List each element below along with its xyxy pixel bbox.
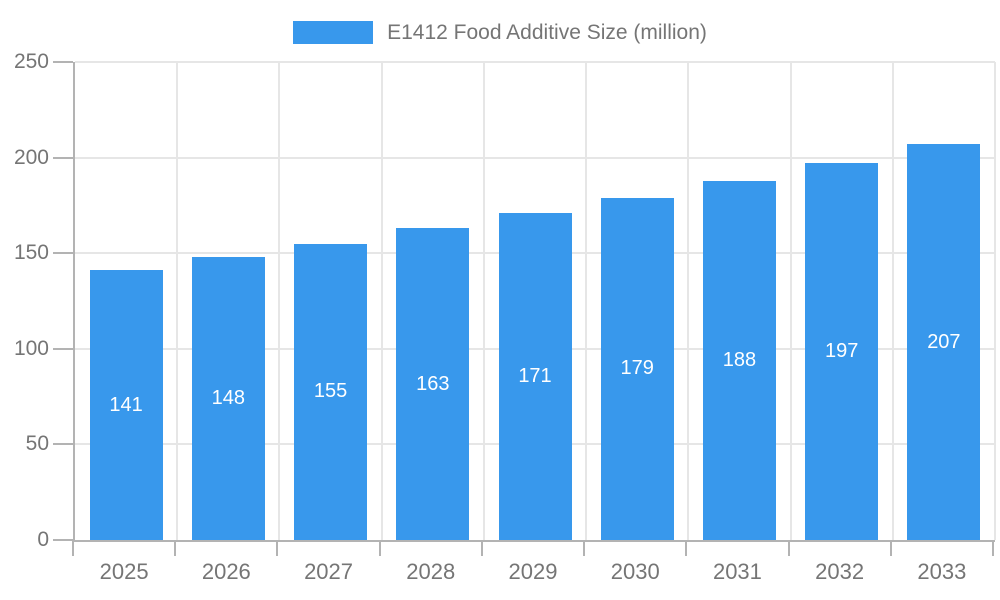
y-axis-tick-label: 100 <box>13 336 49 360</box>
x-axis-tick <box>276 540 279 556</box>
x-axis-tick-label: 2030 <box>610 559 660 584</box>
gridline-horizontal <box>75 61 995 63</box>
y-axis-tick-label: 0 <box>37 528 49 551</box>
legend-swatch-icon <box>293 20 374 44</box>
bar-value-label: 207 <box>927 330 961 353</box>
bar[interactable]: 179 <box>600 197 674 540</box>
bar[interactable]: 171 <box>498 213 572 540</box>
bar-value-label: 197 <box>824 340 859 363</box>
bar-value-label: 179 <box>620 357 654 380</box>
bar[interactable]: 197 <box>805 163 879 540</box>
bar[interactable]: 155 <box>294 243 368 540</box>
x-axis-tick <box>685 540 688 556</box>
x-axis-tick <box>72 540 74 556</box>
y-axis-tick <box>53 347 73 350</box>
gridline-vertical <box>585 62 588 540</box>
x-axis-tick-label: 2025 <box>99 559 149 584</box>
y-axis-tick-label: 200 <box>13 145 49 169</box>
x-axis-tick-label: 2032 <box>815 559 865 584</box>
x-axis-tick-label: 2028 <box>406 559 456 584</box>
x-axis-tick-label: 2027 <box>304 559 354 584</box>
x-axis-tick <box>583 540 586 556</box>
gridline-vertical <box>687 62 690 540</box>
x-axis-tick-label: 2026 <box>201 559 251 584</box>
gridline-horizontal <box>75 156 995 159</box>
x-axis-tick <box>889 540 892 556</box>
bar[interactable]: 163 <box>396 228 470 540</box>
legend-label: E1412 Food Additive Size (million) <box>387 20 707 44</box>
x-axis-tick <box>174 540 177 556</box>
gridline-vertical <box>176 62 179 540</box>
bar[interactable]: 141 <box>89 270 163 540</box>
y-axis-tick <box>53 443 73 446</box>
x-axis-tick <box>992 540 994 556</box>
gridline-vertical <box>994 62 996 540</box>
y-axis-tick <box>53 156 73 159</box>
plot-area: 141 148 155 163 171 179 188 197 207 <box>73 61 996 542</box>
gridline-vertical <box>278 62 281 540</box>
bar[interactable]: 148 <box>191 257 265 540</box>
x-axis-tick-label: 2029 <box>508 559 558 584</box>
x-axis-tick-label: 2033 <box>917 559 967 584</box>
bar-value-label: 148 <box>211 387 246 410</box>
y-axis-tick <box>53 539 73 541</box>
bar-value-label: 155 <box>313 380 348 403</box>
bar-value-label: 188 <box>722 348 757 371</box>
y-axis-tick <box>53 252 73 255</box>
bar-value-label: 141 <box>109 393 143 416</box>
y-axis-tick <box>53 61 73 63</box>
y-axis-tick-label: 50 <box>25 432 49 456</box>
bar-value-label: 163 <box>416 372 450 395</box>
x-axis-tick <box>480 540 483 556</box>
bar-value-label: 171 <box>518 365 552 388</box>
x-axis-tick-label: 2031 <box>712 559 762 584</box>
legend[interactable]: E1412 Food Additive Size (million) <box>0 18 1000 46</box>
y-axis-tick-label: 150 <box>13 241 49 265</box>
x-axis-tick <box>787 540 790 556</box>
bar[interactable]: 207 <box>907 144 981 540</box>
y-axis-tick-label: 250 <box>13 50 49 73</box>
bar[interactable]: 188 <box>702 180 776 540</box>
gridline-vertical <box>891 62 894 540</box>
gridline-vertical <box>380 62 383 540</box>
gridline-vertical <box>482 62 485 540</box>
x-axis-tick <box>378 540 381 556</box>
gridline-vertical <box>789 62 792 540</box>
